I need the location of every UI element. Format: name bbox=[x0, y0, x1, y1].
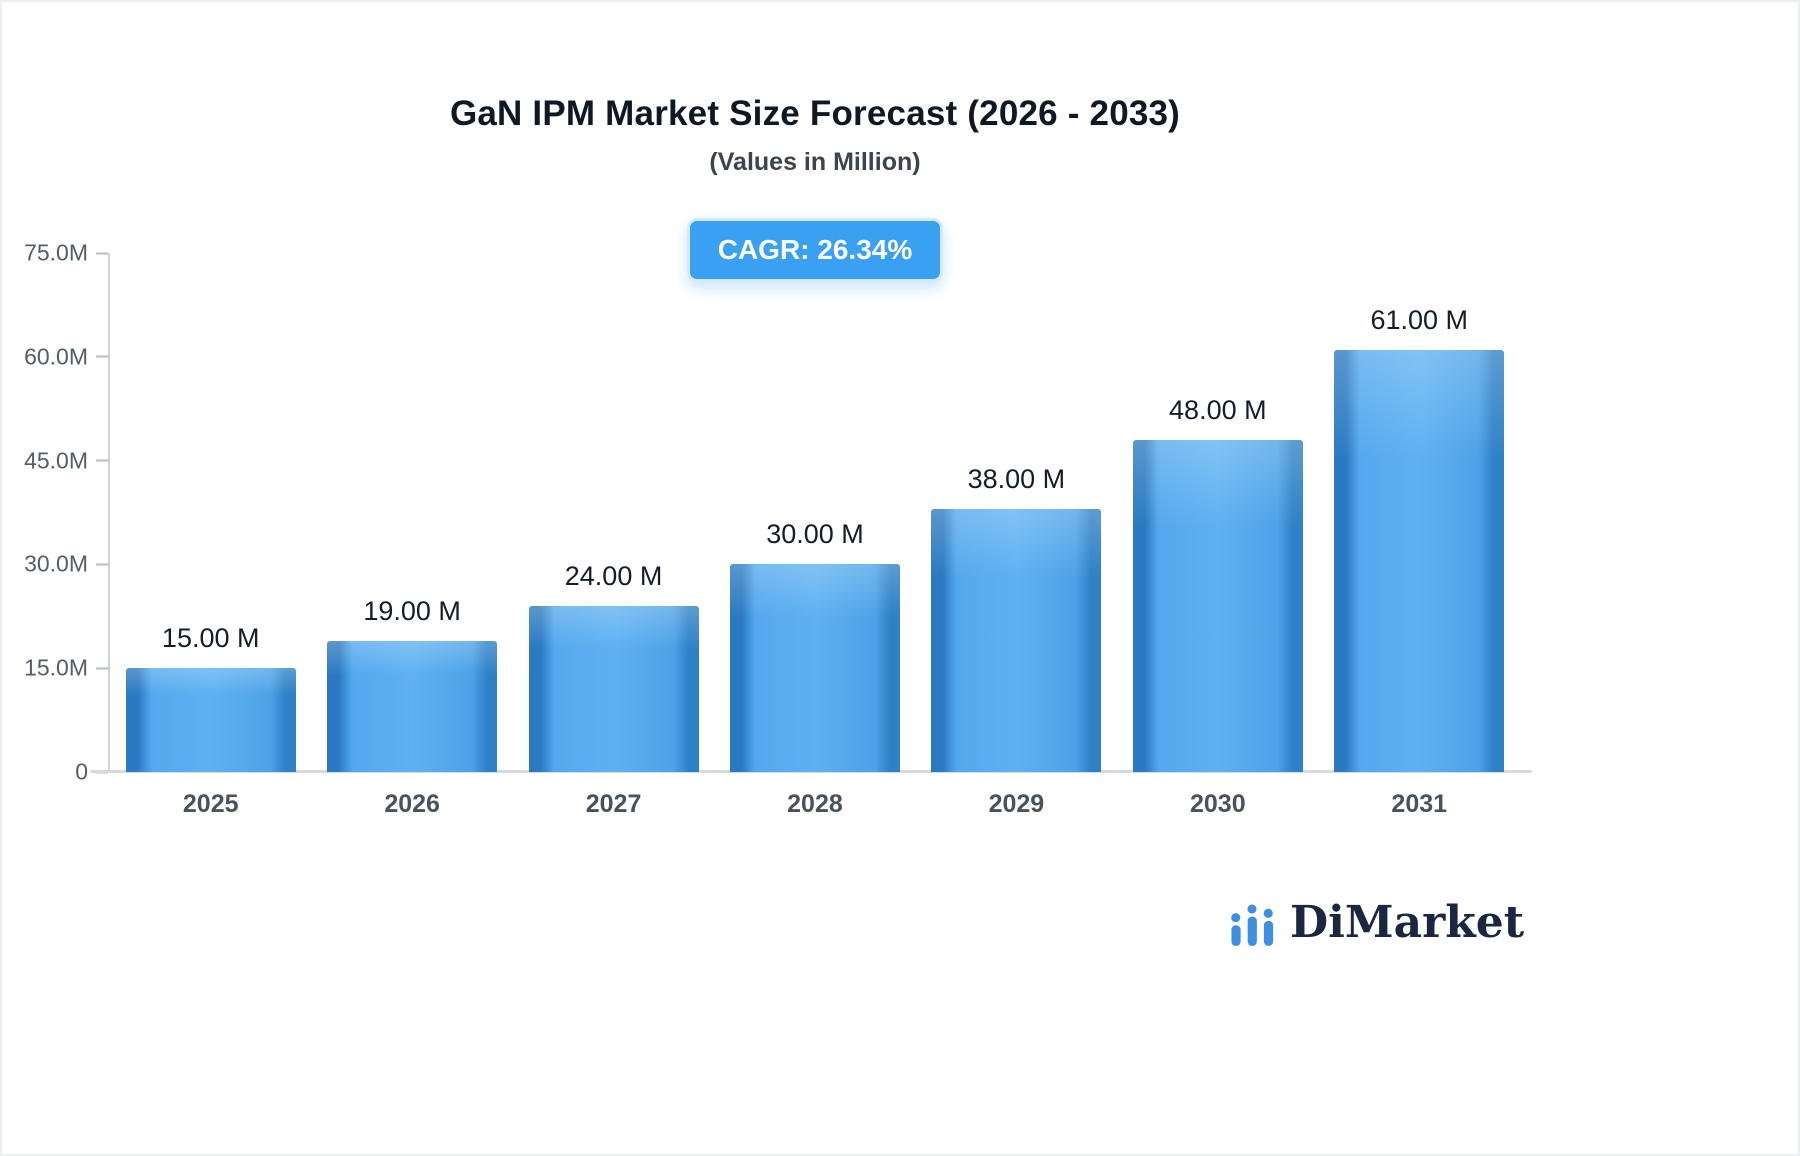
y-tick-mark bbox=[96, 563, 108, 566]
bar-value-label: 38.00 M bbox=[967, 464, 1066, 495]
bar-group: 30.00 M 2028 bbox=[729, 253, 900, 818]
y-tick: 15.0M bbox=[24, 655, 108, 682]
plot-area: 15.00 M 2025 19.00 M 2026 24.00 M 2027 30.00 M… bbox=[110, 253, 1520, 818]
bar-group: 61.00 M 2031 bbox=[1334, 253, 1505, 818]
y-tick-label: 0 bbox=[75, 758, 88, 785]
y-tick: 60.0M bbox=[24, 343, 108, 370]
x-tick-label: 2027 bbox=[585, 790, 642, 818]
y-tick: 75.0M bbox=[24, 240, 108, 267]
bar-value-label: 15.00 M bbox=[161, 623, 260, 654]
chart-title: GaN IPM Market Size Forecast (2026 - 203… bbox=[449, 94, 1181, 133]
cagr-badge-container: CAGR: 26.34% bbox=[0, 218, 1630, 282]
x-tick-label: 2028 bbox=[787, 790, 843, 818]
y-tick-mark bbox=[96, 252, 108, 254]
y-tick: 30.0M bbox=[24, 551, 108, 578]
x-tick-label: 2025 bbox=[182, 790, 239, 818]
x-tick-label: 2031 bbox=[1391, 790, 1448, 818]
bar-chart-dots-icon bbox=[1231, 904, 1274, 946]
y-tick-label: 30.0M bbox=[24, 550, 88, 577]
bar bbox=[125, 668, 296, 772]
brand-name: DiMarket bbox=[1290, 896, 1525, 948]
bar bbox=[1334, 349, 1505, 772]
bar-group: 48.00 M 2030 bbox=[1132, 253, 1303, 818]
bar-value-label: 19.00 M bbox=[363, 595, 461, 626]
bar-value-label: 61.00 M bbox=[1370, 304, 1469, 335]
bar bbox=[528, 605, 699, 772]
bar-group: 19.00 M 2026 bbox=[327, 253, 498, 818]
bar-value-label: 30.00 M bbox=[766, 519, 864, 550]
y-tick-label: 75.0M bbox=[24, 239, 88, 266]
bar-value-label: 24.00 M bbox=[564, 560, 663, 591]
bar-group: 24.00 M 2027 bbox=[528, 253, 699, 818]
x-tick-label: 2030 bbox=[1190, 790, 1246, 818]
brand-logo: DiMarket bbox=[1226, 896, 1524, 948]
y-tick-mark bbox=[96, 459, 108, 462]
cagr-badge: CAGR: 26.34% bbox=[686, 218, 944, 282]
bar-group: 38.00 M 2029 bbox=[931, 253, 1102, 818]
y-tick-label: 45.0M bbox=[24, 447, 88, 474]
bar bbox=[729, 564, 900, 772]
bar-group: 15.00 M 2025 bbox=[125, 253, 296, 818]
chart-subtitle: (Values in Million) bbox=[709, 148, 921, 176]
y-tick-label: 60.0M bbox=[24, 343, 88, 370]
y-axis: 75.0M 60.0M 45.0M 30.0M 15.0M 0 bbox=[0, 240, 108, 785]
y-tick-mark bbox=[96, 355, 108, 358]
y-tick: 45.0M bbox=[24, 447, 108, 474]
bar bbox=[1132, 439, 1303, 772]
y-axis-line bbox=[108, 253, 110, 772]
x-tick-label: 2026 bbox=[384, 790, 440, 818]
y-tick-mark bbox=[96, 667, 108, 670]
bar bbox=[931, 509, 1102, 772]
bar-value-label: 48.00 M bbox=[1169, 394, 1267, 425]
x-tick-label: 2029 bbox=[988, 790, 1045, 818]
bar bbox=[327, 640, 498, 772]
y-tick-label: 15.0M bbox=[24, 654, 88, 681]
